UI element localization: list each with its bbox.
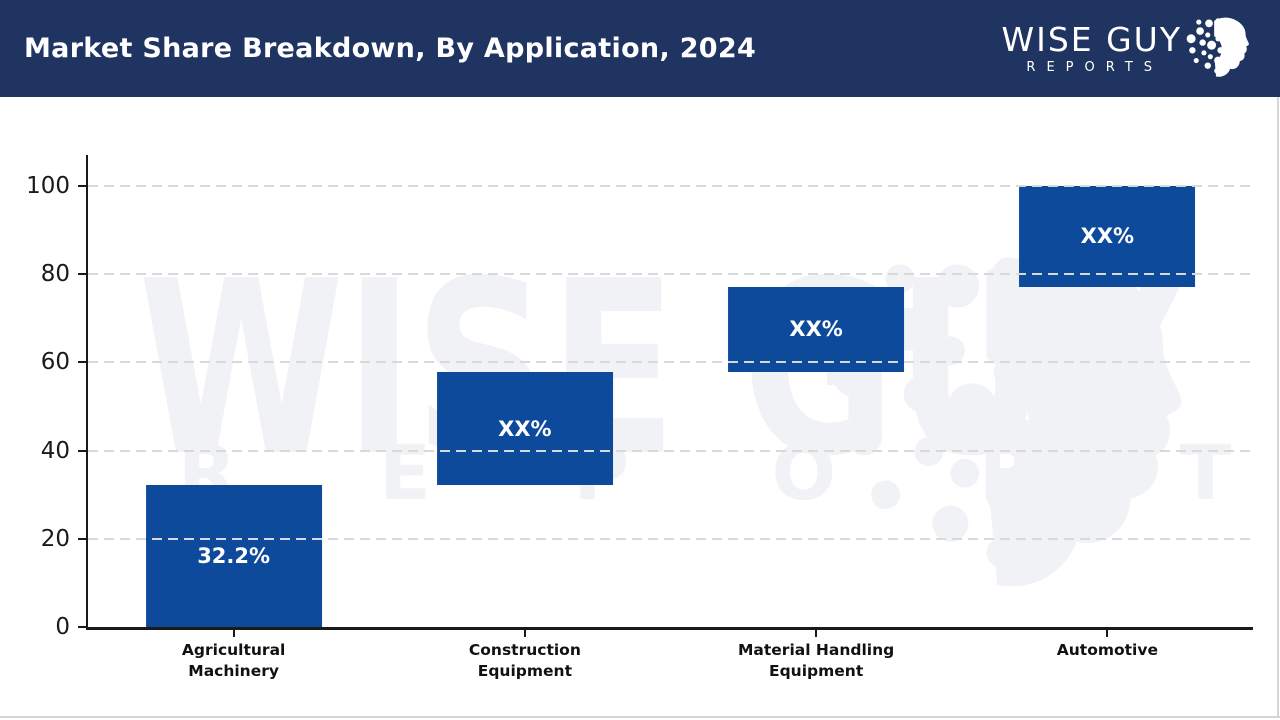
- wiseguy-logo: WISE GUY REPORTS: [1001, 14, 1250, 84]
- x-category-label: Construction Equipment: [468, 641, 581, 680]
- frame-bottom-line: [0, 716, 1280, 718]
- bar-value-label: XX%: [1080, 224, 1135, 249]
- y-tick-label: 40: [40, 437, 70, 464]
- bar: [1019, 185, 1196, 287]
- y-tick-label: 20: [40, 525, 70, 552]
- y-axis-tick: [78, 537, 86, 540]
- x-axis-line: [86, 627, 1253, 630]
- y-tick-label: 100: [26, 172, 70, 199]
- logo-subtitle: REPORTS: [1026, 60, 1164, 75]
- y-tick-label: 60: [40, 349, 70, 376]
- x-axis-tick: [1106, 628, 1109, 637]
- x-axis-tick: [232, 628, 235, 637]
- y-axis-tick: [78, 273, 86, 276]
- gridline: [88, 537, 1253, 540]
- y-axis-tick: [78, 361, 86, 364]
- logo-wordmark: WISE GUY: [1001, 20, 1182, 59]
- gridline: [88, 449, 1253, 452]
- bar-value-label: XX%: [498, 416, 552, 441]
- y-tick-label: 0: [55, 614, 70, 640]
- logo-text: WISE GUY REPORTS: [1001, 23, 1182, 74]
- y-axis-tick: [78, 449, 86, 452]
- logo-face-icon: [1186, 17, 1249, 77]
- x-axis-tick: [815, 628, 818, 637]
- bar-value-label: 32.2%: [197, 543, 271, 568]
- bar-value-label: XX%: [789, 317, 843, 342]
- y-axis-line: [86, 155, 88, 627]
- bar: [145, 484, 322, 627]
- y-axis-tick: [78, 626, 86, 628]
- plot-area: 0 20 40 60 80 100 32.2% XX% XX% XX% Agricultural M…: [26, 155, 1253, 680]
- x-axis-tick: [523, 628, 526, 637]
- y-tick-label: 80: [40, 261, 70, 288]
- gridline: [88, 273, 1253, 276]
- page-title: Market Share Breakdown, By Application, …: [24, 33, 757, 64]
- x-category-label: Material Handling Equipment: [738, 641, 895, 680]
- x-category-label: Automotive: [1056, 641, 1158, 659]
- gridline: [88, 184, 1253, 187]
- y-axis-tick: [78, 184, 86, 187]
- header-bar: Market Share Breakdown, By Application, …: [0, 0, 1280, 97]
- bar: [728, 286, 905, 373]
- x-category-label: Agricultural Machinery: [181, 641, 286, 680]
- frame-right-line: [1277, 97, 1279, 718]
- bar: [436, 372, 613, 485]
- gridline: [88, 361, 1253, 364]
